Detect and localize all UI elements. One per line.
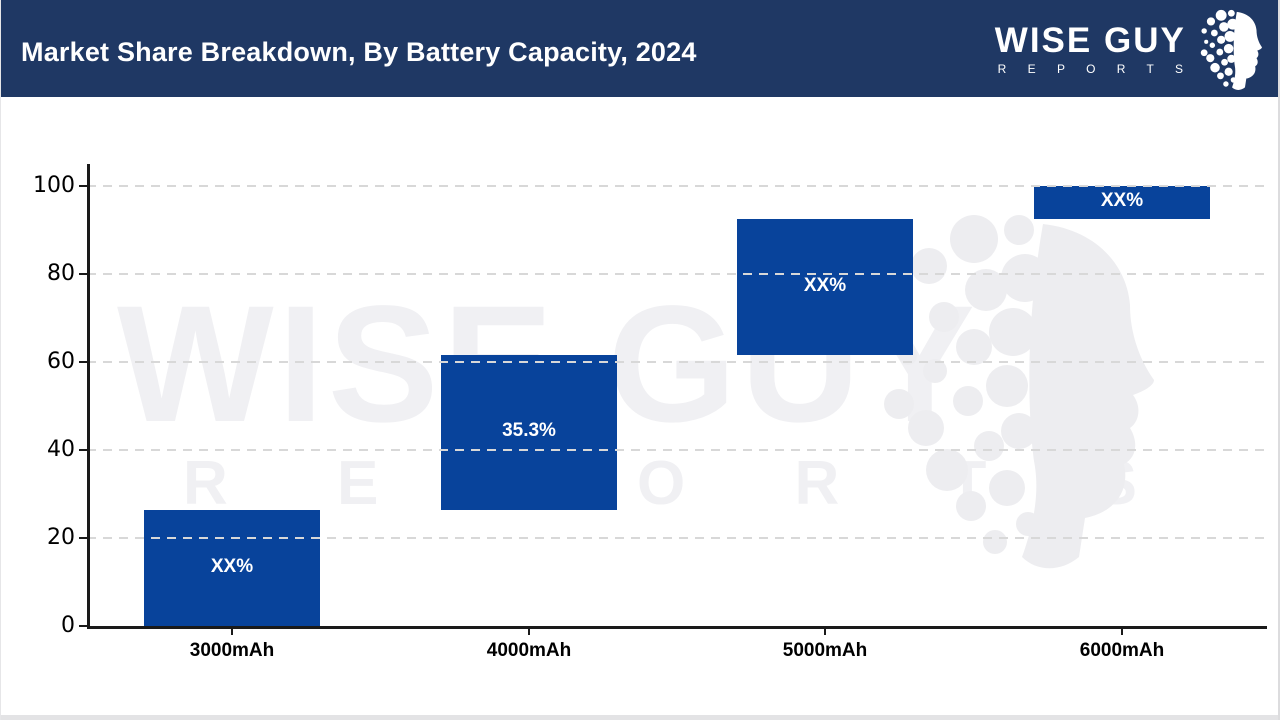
y-axis-label-40: 40 bbox=[47, 437, 75, 462]
chart-title: Market Share Breakdown, By Battery Capac… bbox=[21, 37, 697, 67]
y-tick-60 bbox=[79, 361, 87, 363]
x-axis-label-4000mAh: 4000mAh bbox=[486, 640, 572, 661]
y-tick-40 bbox=[79, 449, 87, 451]
x-axis-label-5000mAh: 5000mAh bbox=[782, 640, 868, 661]
y-axis-label-0: 0 bbox=[61, 613, 75, 638]
brand-name: WISE GUY bbox=[994, 21, 1186, 60]
x-tick-5000mAh bbox=[824, 627, 826, 635]
x-axis-label-6000mAh: 6000mAh bbox=[1079, 640, 1165, 661]
y-axis-label-20: 20 bbox=[47, 525, 75, 550]
brand-logo: WISE GUY R E P O R T S bbox=[989, 5, 1264, 93]
y-tick-100 bbox=[79, 185, 87, 187]
gridline-100 bbox=[87, 185, 1267, 187]
brand-head-icon bbox=[1200, 9, 1262, 90]
bar-label-3000mAh: XX% bbox=[210, 555, 254, 577]
y-tick-20 bbox=[79, 537, 87, 539]
watermark-head-icon bbox=[884, 215, 1154, 569]
header-bar: Market Share Breakdown, By Battery Capac… bbox=[1, 0, 1278, 97]
gridline-20 bbox=[87, 537, 1267, 539]
gridline-80 bbox=[87, 273, 1267, 275]
y-axis-label-80: 80 bbox=[47, 261, 75, 286]
x-axis-label-3000mAh: 3000mAh bbox=[189, 640, 275, 661]
bar-3000mAh bbox=[144, 509, 320, 626]
bottom-border bbox=[1, 715, 1278, 720]
bar-label-5000mAh: XX% bbox=[803, 274, 847, 296]
bar-label-6000mAh: XX% bbox=[1100, 190, 1144, 212]
y-axis-label-60: 60 bbox=[47, 349, 75, 374]
brand-subtitle: R E P O R T S bbox=[997, 62, 1192, 76]
x-tick-3000mAh bbox=[231, 627, 233, 635]
y-tick-80 bbox=[79, 273, 87, 275]
x-tick-4000mAh bbox=[528, 627, 530, 635]
bar-4000mAh bbox=[441, 354, 617, 510]
x-axis-spine bbox=[87, 626, 1267, 629]
bar-5000mAh bbox=[737, 218, 913, 355]
y-axis-spine bbox=[87, 164, 90, 629]
x-tick-6000mAh bbox=[1121, 627, 1123, 635]
y-axis-label-100: 100 bbox=[33, 173, 75, 198]
y-tick-0 bbox=[79, 625, 87, 627]
bar-label-4000mAh: 35.3% bbox=[502, 420, 556, 442]
gridline-40 bbox=[87, 449, 1267, 451]
gridline-60 bbox=[87, 361, 1267, 363]
bar-6000mAh bbox=[1034, 186, 1210, 219]
